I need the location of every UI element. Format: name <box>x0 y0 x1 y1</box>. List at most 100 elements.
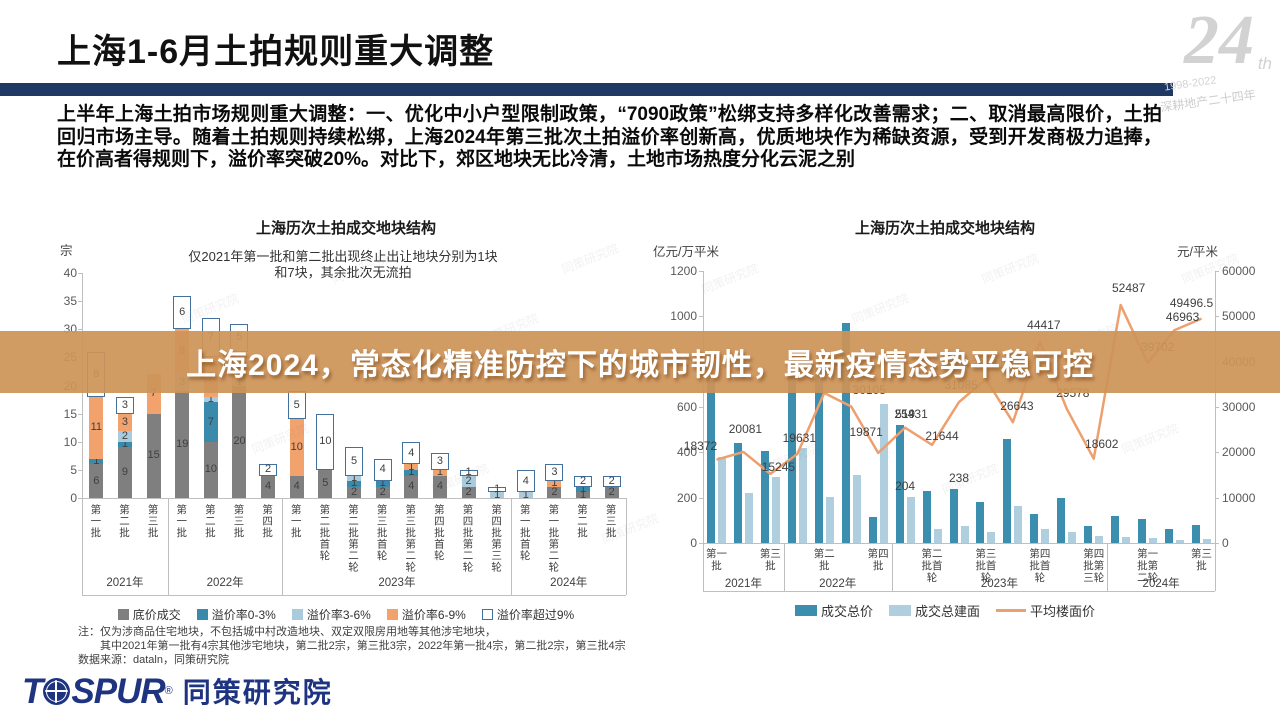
chart-title: 上海历次土拍成交地块结构 <box>854 220 1035 237</box>
bar-segment <box>173 295 192 330</box>
bar-segment-label: 1 <box>408 460 415 473</box>
category-label: 第四批第三轮 <box>490 504 503 573</box>
bar-segment <box>117 441 132 448</box>
bar-segment-label: 19 <box>176 438 189 451</box>
bar-segment-label: 2 <box>265 463 272 476</box>
bar-segment-label: 1 <box>436 466 443 479</box>
bar <box>1111 515 1120 543</box>
right-tick-label: 0 <box>1222 536 1229 550</box>
bar <box>922 491 931 543</box>
right-tick-mark <box>1215 271 1219 272</box>
logo-word-spur: SPUR <box>71 671 165 711</box>
bar-segment <box>259 464 278 476</box>
left-tick-label: 0 <box>690 536 697 550</box>
bar <box>1149 538 1158 543</box>
y-tick-label: 40 <box>63 266 77 280</box>
bar-segment <box>432 475 447 498</box>
bar-segment <box>461 486 476 498</box>
category-label: 第四批 <box>867 548 889 572</box>
category-label: 第二批 <box>576 504 589 539</box>
category-label: 第二批 <box>813 548 835 572</box>
category-label: 第一批第二轮 <box>1137 548 1159 584</box>
category-label: 第三批 <box>146 504 159 539</box>
category-label: 第三批首轮 <box>975 548 997 584</box>
bar <box>744 493 753 543</box>
bar <box>987 532 996 543</box>
bar <box>1095 536 1104 543</box>
category-label: 第一批首轮 <box>518 504 531 562</box>
category-label: 第三批 <box>1191 548 1213 572</box>
left-tick-label: 1000 <box>670 309 697 324</box>
bar-segment <box>430 453 449 470</box>
badge-suffix: th <box>1257 54 1272 73</box>
y-tick-mark <box>78 301 82 303</box>
bar-segment-label: 1 <box>494 488 501 501</box>
bar-segment <box>604 486 619 498</box>
category-label: 第四批首轮 <box>432 504 445 562</box>
bar-segment <box>432 469 447 476</box>
chart-legend: 成交总价 成交总建面 平均楼面价 <box>645 601 1245 620</box>
bar <box>1203 539 1212 543</box>
bar-segment <box>404 464 419 470</box>
bar-segment-label: 4 <box>408 446 415 459</box>
year-group-separator <box>282 498 284 595</box>
legend-label: 成交总价 <box>820 604 873 619</box>
legend-swatch <box>794 605 817 616</box>
legend-label: 成交总建面 <box>914 604 980 619</box>
chart-legend: 底价成交 溢价率0-3% 溢价率3-6% 溢价率6-9% 溢价率超过9% <box>58 606 634 623</box>
year-group-separator <box>703 543 704 591</box>
bar-segment-label: 2 <box>465 485 472 498</box>
category-label: 第四批首轮 <box>1029 548 1051 584</box>
bar-segment-label: 1 <box>494 483 501 496</box>
bar-segment-label: 4 <box>265 480 272 493</box>
axis-bottom-line <box>82 595 626 596</box>
logo-letter-t: T <box>22 671 43 711</box>
title-underline-bar <box>0 83 1173 96</box>
bar-segment <box>461 475 476 487</box>
bar <box>1030 513 1039 543</box>
bar <box>798 447 807 543</box>
year-group-label: 2023年 <box>378 577 416 589</box>
bar-segment-label: 4 <box>436 480 443 493</box>
y-tick-label: 0 <box>70 491 77 505</box>
bar <box>852 475 861 543</box>
bar-segment-label: 1 <box>408 466 415 479</box>
bar-segment <box>203 396 218 403</box>
year-group-separator <box>167 498 169 595</box>
legend-item: 底价成交 <box>117 606 181 623</box>
bar <box>949 489 958 543</box>
bar <box>706 379 715 543</box>
bar <box>868 516 877 543</box>
bar <box>1122 537 1131 543</box>
y-tick-mark <box>78 469 82 471</box>
bar-segment-label: 10 <box>319 435 332 448</box>
bar-segment-label: 10 <box>290 440 303 453</box>
bar-segment-label: 2 <box>551 485 558 498</box>
bar-segment-label: 2 <box>350 485 358 498</box>
bar-segment-label: 4 <box>379 463 386 476</box>
bar-segment <box>289 419 304 476</box>
bar-segment-label: 1 <box>465 466 472 479</box>
bar-segment-label: 4 <box>293 480 300 493</box>
category-label: 第三批首轮 <box>375 504 388 562</box>
bar-segment-label: 5 <box>322 477 329 490</box>
bar-segment-label: 1 <box>551 477 558 490</box>
bar-segment-label: 1 <box>207 393 214 406</box>
bar-segment-label: 4 <box>522 474 529 487</box>
bar-segment <box>261 475 276 498</box>
bar-segment <box>488 486 507 493</box>
legend-label: 溢价率超过9% <box>496 608 575 622</box>
legend-label: 溢价率0-3% <box>211 608 276 622</box>
bar-segment <box>345 447 363 476</box>
legend-item: 平均楼面价 <box>996 601 1095 620</box>
chart-annotation: 仅2021年第一批和第二批出现终止出让地块分别为1块 和7块，其余批次无流拍 <box>188 249 498 280</box>
bar <box>1057 497 1066 543</box>
left-tick-label: 600 <box>676 400 697 414</box>
line-point-label: 21644 <box>925 428 959 443</box>
left-tick-label: 200 <box>676 490 697 505</box>
bar-segment-label: 5 <box>293 398 300 411</box>
bar-segment <box>576 492 591 498</box>
y-tick-label: 5 <box>70 462 77 477</box>
legend-swatch <box>291 609 303 620</box>
